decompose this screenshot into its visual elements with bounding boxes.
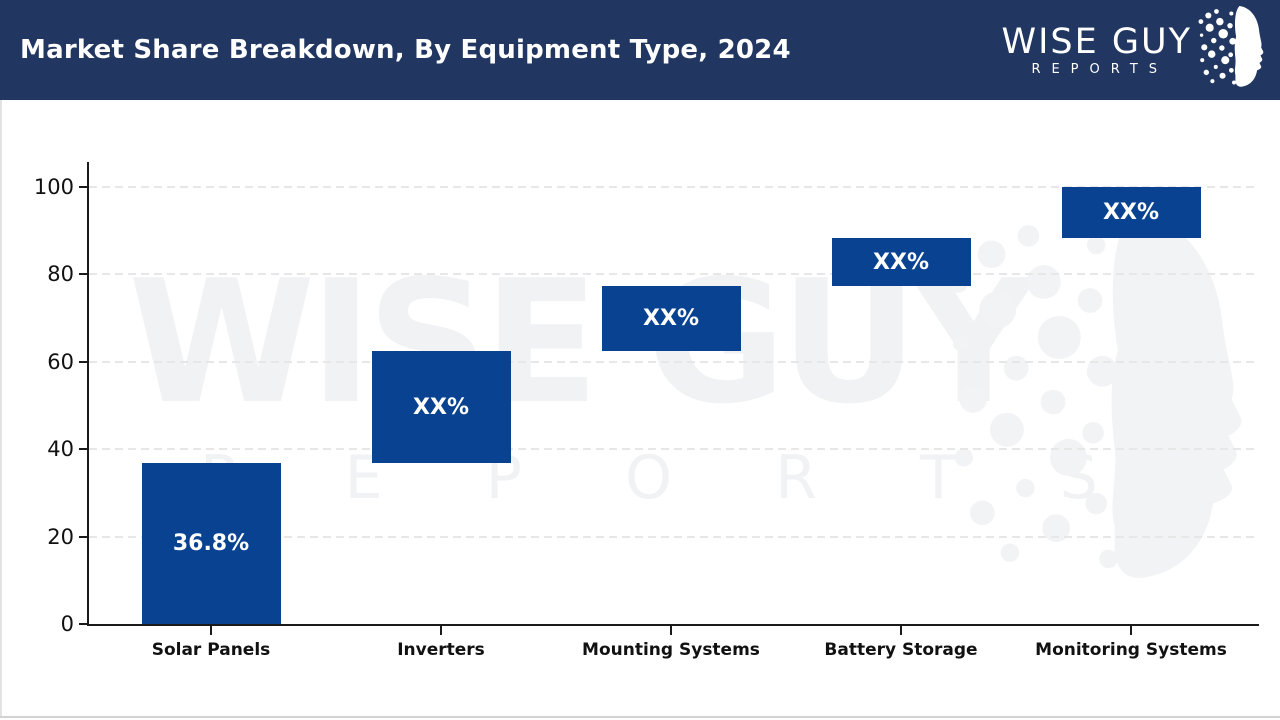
x-tick-label: Mounting Systems	[582, 640, 760, 660]
y-tick-mark	[79, 535, 88, 538]
y-tick-label: 100	[33, 175, 74, 199]
chart-area: WISE GUY R E P O R T S 0 20 40 60 80 100 36.8%…	[0, 100, 1280, 720]
y-tick-mark	[79, 623, 88, 625]
y-tick-mark	[79, 448, 88, 451]
bar-value-label: XX%	[1103, 200, 1159, 226]
y-tick-mark	[79, 273, 88, 276]
watermark-face-icon	[922, 202, 1258, 606]
y-tick-label: 80	[47, 262, 74, 287]
grid-line	[89, 448, 1258, 451]
bar: XX%	[1061, 187, 1201, 239]
page-title: Market Share Breakdown, By Equipment Typ…	[20, 35, 791, 65]
grid-line	[89, 535, 1258, 538]
logo-text: WISE GUY REPORTS	[1001, 24, 1192, 77]
x-tick-mark	[440, 626, 442, 635]
y-axis	[87, 162, 89, 626]
bar: XX%	[831, 238, 971, 287]
wise-guy-reports-logo: WISE GUY REPORTS	[1001, 4, 1266, 96]
x-axis	[87, 624, 1259, 626]
bar-value-label: 36.8%	[172, 531, 250, 557]
x-tick-mark	[210, 626, 212, 635]
bar-value-label: XX%	[643, 306, 699, 332]
x-tick-mark	[670, 626, 672, 635]
left-edge-line	[0, 100, 2, 716]
x-tick-label: Inverters	[397, 640, 485, 660]
x-tick-label: Battery Storage	[824, 640, 978, 660]
grid-line	[89, 273, 1258, 276]
x-tick-mark	[1130, 626, 1132, 635]
logo-subtext: REPORTS	[1031, 61, 1169, 77]
y-tick-label: 60	[47, 349, 74, 374]
bar: 36.8%	[141, 463, 281, 624]
y-tick-mark	[79, 186, 88, 188]
grid-line	[89, 186, 1258, 188]
logo-face-icon	[1194, 4, 1266, 96]
grid-line	[89, 360, 1258, 363]
x-tick-label: Monitoring Systems	[1035, 640, 1227, 660]
watermark-wordmark: WISE GUY	[128, 244, 1035, 442]
y-tick-mark	[79, 360, 88, 363]
bottom-edge-line	[0, 716, 1280, 718]
bar: XX%	[371, 351, 511, 464]
x-tick-mark	[900, 626, 902, 635]
y-tick-label: 40	[47, 437, 74, 462]
watermark-reports: R E P O R T S	[200, 443, 1140, 513]
header-bar: Market Share Breakdown, By Equipment Typ…	[0, 0, 1280, 100]
logo-wordmark: WISE GUY	[1001, 21, 1192, 62]
y-tick-label: 20	[47, 524, 74, 549]
bar: XX%	[601, 286, 741, 352]
bar-value-label: XX%	[873, 249, 929, 275]
x-tick-label: Solar Panels	[151, 640, 271, 660]
y-tick-label: 0	[60, 612, 74, 636]
bar-value-label: XX%	[413, 394, 469, 420]
